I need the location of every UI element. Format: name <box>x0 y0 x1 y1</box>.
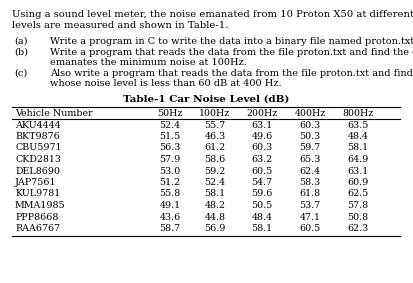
Text: 60.3: 60.3 <box>299 121 320 130</box>
Text: 57.9: 57.9 <box>159 155 180 164</box>
Text: emanates the minimum noise at 100Hz.: emanates the minimum noise at 100Hz. <box>50 58 247 67</box>
Text: RAA6767: RAA6767 <box>15 224 60 233</box>
Text: KUL9781: KUL9781 <box>15 190 60 198</box>
Text: 54.7: 54.7 <box>252 178 273 187</box>
Text: Also write a program that reads the data from the file proton.txt and find the c: Also write a program that reads the data… <box>50 69 413 78</box>
Text: 57.8: 57.8 <box>347 201 368 210</box>
Text: 53.7: 53.7 <box>299 201 320 210</box>
Text: 64.9: 64.9 <box>347 155 369 164</box>
Text: 52.4: 52.4 <box>204 178 225 187</box>
Text: Vehicle Number: Vehicle Number <box>15 108 93 117</box>
Text: 65.3: 65.3 <box>299 155 320 164</box>
Text: 58.1: 58.1 <box>204 190 225 198</box>
Text: 55.7: 55.7 <box>204 121 225 130</box>
Text: 63.1: 63.1 <box>252 121 273 130</box>
Text: 46.3: 46.3 <box>204 132 225 141</box>
Text: levels are measured and shown in Table-1.: levels are measured and shown in Table-1… <box>12 21 228 30</box>
Text: PPP8668: PPP8668 <box>15 213 58 222</box>
Text: 51.5: 51.5 <box>159 132 180 141</box>
Text: 50.3: 50.3 <box>299 132 320 141</box>
Text: 58.7: 58.7 <box>159 224 180 233</box>
Text: 100Hz: 100Hz <box>199 108 230 117</box>
Text: 62.5: 62.5 <box>347 190 369 198</box>
Text: 61.8: 61.8 <box>299 190 320 198</box>
Text: 53.0: 53.0 <box>159 166 180 175</box>
Text: 59.6: 59.6 <box>252 190 273 198</box>
Text: JAP7561: JAP7561 <box>15 178 57 187</box>
Text: 50.8: 50.8 <box>347 213 368 222</box>
Text: 60.3: 60.3 <box>252 143 273 153</box>
Text: 52.4: 52.4 <box>159 121 180 130</box>
Text: AKU4444: AKU4444 <box>15 121 61 130</box>
Text: 60.5: 60.5 <box>252 166 273 175</box>
Text: CBU5971: CBU5971 <box>15 143 62 153</box>
Text: Write a program that reads the data from the file proton.txt and find the car th: Write a program that reads the data from… <box>50 48 413 57</box>
Text: BKT9876: BKT9876 <box>15 132 60 141</box>
Text: 63.1: 63.1 <box>347 166 369 175</box>
Text: 58.1: 58.1 <box>347 143 368 153</box>
Text: Table-1 Car Noise Level (dB): Table-1 Car Noise Level (dB) <box>123 95 289 104</box>
Text: 200Hz: 200Hz <box>247 108 278 117</box>
Text: 47.1: 47.1 <box>299 213 320 222</box>
Text: 58.6: 58.6 <box>204 155 225 164</box>
Text: 62.4: 62.4 <box>299 166 320 175</box>
Text: Write a program in C to write the data into a binary file named proton.txt.: Write a program in C to write the data i… <box>50 37 413 46</box>
Text: 50.5: 50.5 <box>252 201 273 210</box>
Text: CKD2813: CKD2813 <box>15 155 61 164</box>
Text: 50Hz: 50Hz <box>157 108 183 117</box>
Text: 59.7: 59.7 <box>299 143 320 153</box>
Text: 55.8: 55.8 <box>159 190 180 198</box>
Text: 49.1: 49.1 <box>159 201 180 210</box>
Text: 61.2: 61.2 <box>204 143 225 153</box>
Text: (c): (c) <box>14 69 27 78</box>
Text: 44.8: 44.8 <box>204 213 225 222</box>
Text: 48.4: 48.4 <box>252 213 273 222</box>
Text: (b): (b) <box>14 48 28 57</box>
Text: (a): (a) <box>14 37 28 46</box>
Text: 62.3: 62.3 <box>347 224 369 233</box>
Text: MMA1985: MMA1985 <box>15 201 66 210</box>
Text: 48.2: 48.2 <box>204 201 225 210</box>
Text: 800Hz: 800Hz <box>342 108 374 117</box>
Text: 63.2: 63.2 <box>252 155 273 164</box>
Text: 51.2: 51.2 <box>159 178 180 187</box>
Text: 49.6: 49.6 <box>252 132 273 141</box>
Text: Using a sound level meter, the noise emanated from 10 Proton X50 at different fr: Using a sound level meter, the noise ema… <box>12 10 413 19</box>
Text: DEL8690: DEL8690 <box>15 166 60 175</box>
Text: 48.4: 48.4 <box>347 132 368 141</box>
Text: 60.9: 60.9 <box>347 178 369 187</box>
Text: 59.2: 59.2 <box>204 166 225 175</box>
Text: 400Hz: 400Hz <box>294 108 325 117</box>
Text: 60.5: 60.5 <box>299 224 320 233</box>
Text: 56.3: 56.3 <box>159 143 181 153</box>
Text: 58.1: 58.1 <box>252 224 273 233</box>
Text: 43.6: 43.6 <box>159 213 180 222</box>
Text: 56.9: 56.9 <box>204 224 225 233</box>
Text: 58.3: 58.3 <box>299 178 320 187</box>
Text: whose noise level is less than 60 dB at 400 Hz.: whose noise level is less than 60 dB at … <box>50 79 282 88</box>
Text: 63.5: 63.5 <box>347 121 369 130</box>
